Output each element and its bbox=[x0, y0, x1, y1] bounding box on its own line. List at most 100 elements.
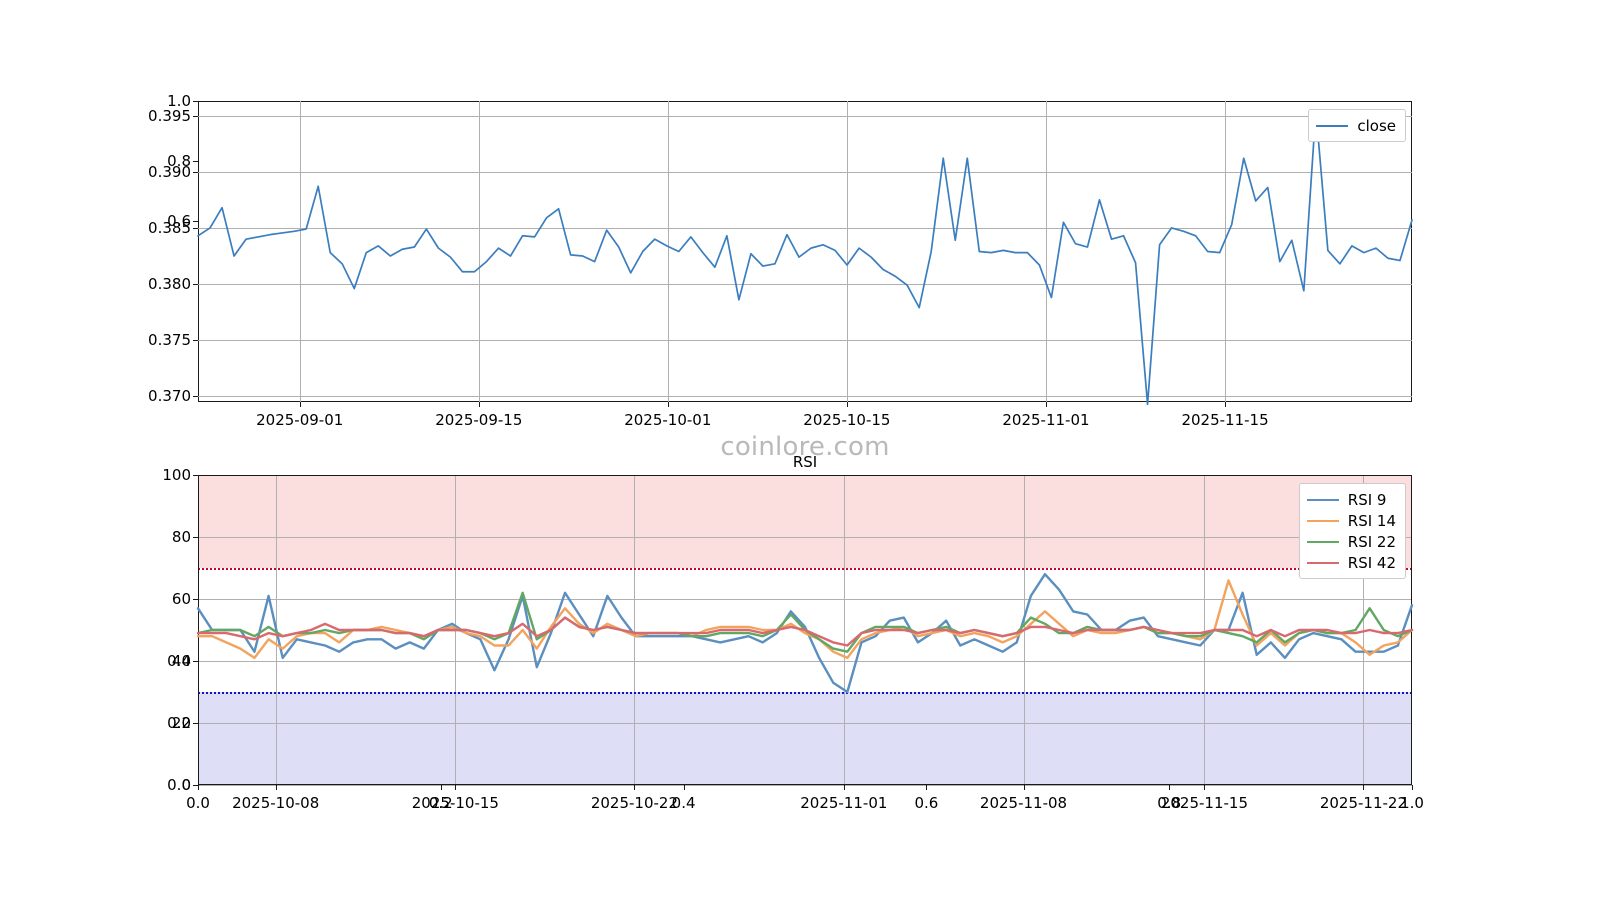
rsi-chart-panel: 0 20 40 60 80 100 0.4 0.2 0.0 2025-10-08 2025-10… bbox=[162, 466, 1424, 812]
rsi-line-rsi-9 bbox=[196, 572, 1414, 694]
gridline-horizontal bbox=[198, 284, 1412, 286]
rsi-y-tick-mark-default bbox=[193, 785, 198, 786]
rsi-x-tick-label: 2025-10-08 bbox=[232, 794, 320, 812]
rsi-y-tick-mark bbox=[193, 599, 198, 600]
legend-label: RSI 14 bbox=[1347, 511, 1396, 530]
price-y-tick-label: 0.395 bbox=[148, 106, 191, 125]
price-y-tick-mark-default bbox=[193, 161, 198, 163]
rsi-x-tick-label-default: 0.8 bbox=[1157, 794, 1182, 812]
price-y-tick-mark bbox=[193, 284, 198, 286]
legend-swatch bbox=[1306, 498, 1339, 501]
price-y-tick-label: 0.370 bbox=[148, 387, 191, 406]
overbought-band bbox=[198, 475, 1412, 568]
legend-label: RSI 42 bbox=[1347, 553, 1396, 572]
rsi-y-tick-label-default: 0.4 bbox=[167, 652, 191, 670]
gridline-horizontal bbox=[198, 723, 1412, 724]
rsi-x-tick-label: 2025-10-22 bbox=[590, 794, 679, 812]
price-x-tick-label: 2025-11-01 bbox=[1002, 411, 1090, 429]
rsi-y-tick-label: 80 bbox=[171, 528, 191, 546]
price-y-tick-label: 0.380 bbox=[148, 275, 191, 294]
gridline-horizontal bbox=[198, 115, 1412, 117]
oversold-threshold-line bbox=[198, 692, 1412, 694]
price-chart-panel: 0.370 0.375 0.380 0.385 0.390 0.395 1.0 0.8 0.6… bbox=[148, 92, 1413, 429]
rsi-legend[interactable]: RSI 9 RSI 14 RSI 22 RSI 42 bbox=[1298, 483, 1406, 579]
legend-swatch bbox=[1306, 540, 1339, 543]
rsi-x-tick-mark-default bbox=[440, 785, 442, 790]
gridline-horizontal bbox=[198, 171, 1412, 173]
gridline-vertical bbox=[1204, 475, 1206, 785]
rsi-y-tick-label: 40 bbox=[171, 652, 191, 670]
gridline-vertical bbox=[1225, 101, 1227, 402]
legend-item[interactable]: RSI 42 bbox=[1306, 552, 1396, 573]
price-y-tick-mark bbox=[193, 227, 198, 229]
price-legend[interactable]: close bbox=[1308, 109, 1406, 142]
legend-swatch bbox=[1306, 561, 1339, 564]
price-y-tick-label-default: 1.0 bbox=[167, 92, 191, 110]
price-y-tick-mark bbox=[193, 171, 198, 173]
rsi-x-tick-label: 2025-11-08 bbox=[979, 794, 1068, 812]
legend-swatch bbox=[1316, 124, 1349, 127]
price-y-tick-mark bbox=[193, 396, 198, 398]
gridline-vertical bbox=[478, 101, 480, 402]
rsi-y-tick-label-default: 0.0 bbox=[167, 776, 191, 794]
rsi-x-tick-label: 2025-11-15 bbox=[1160, 794, 1248, 812]
rsi-x-tick-mark bbox=[275, 785, 277, 790]
rsi-x-tick-mark-default bbox=[1412, 785, 1413, 790]
legend-label: RSI 9 bbox=[1347, 490, 1387, 509]
price-x-tick-label: 2025-10-01 bbox=[624, 411, 712, 429]
price-y-tick-mark bbox=[193, 115, 198, 117]
watermark: coinlore.com bbox=[720, 432, 890, 462]
rsi-y-tick-label: 60 bbox=[171, 590, 191, 608]
rsi-line-rsi-14 bbox=[196, 579, 1414, 660]
rsi-x-tick-mark bbox=[843, 785, 845, 790]
gridline-horizontal bbox=[198, 785, 1412, 786]
price-y-tick-label: 0.385 bbox=[148, 218, 191, 237]
rsi-line-rsi-42 bbox=[196, 616, 1414, 647]
rsi-x-tick-label-default: 0.0 bbox=[186, 794, 210, 812]
gridline-vertical bbox=[667, 101, 669, 402]
rsi-line-rsi-22 bbox=[196, 591, 1414, 653]
rsi-y-tick-label: 20 bbox=[171, 714, 191, 732]
price-y-tick-mark-default bbox=[193, 221, 198, 223]
gridline-horizontal bbox=[198, 661, 1412, 662]
rsi-x-tick-mark bbox=[1204, 785, 1206, 790]
price-y-tick-label: 0.375 bbox=[148, 331, 191, 350]
price-x-tick-label: 2025-10-15 bbox=[803, 411, 891, 429]
rsi-x-tick-label-default: 1.0 bbox=[1400, 794, 1424, 812]
overbought-threshold-line bbox=[198, 568, 1412, 570]
rsi-x-tick-label: 2025-11-22 bbox=[1319, 794, 1408, 812]
gridline-horizontal bbox=[198, 599, 1412, 600]
price-x-tick-label: 2025-09-15 bbox=[435, 411, 523, 429]
rsi-y-tick-label-default: 0.2 bbox=[167, 714, 191, 732]
rsi-x-tick-mark bbox=[1363, 785, 1365, 790]
price-x-tick-label: 2025-09-01 bbox=[256, 411, 344, 429]
rsi-x-tick-label-default: 0.6 bbox=[914, 794, 939, 812]
price-x-tick-mark bbox=[1225, 402, 1227, 407]
price-x-tick-mark bbox=[299, 402, 301, 407]
legend-item[interactable]: RSI 14 bbox=[1306, 510, 1396, 531]
gridline-vertical bbox=[1045, 101, 1047, 402]
legend-item[interactable]: close bbox=[1316, 115, 1396, 136]
rsi-y-tick-mark-default bbox=[193, 661, 198, 662]
rsi-y-tick-label: 0 bbox=[181, 776, 191, 794]
rsi-x-tick-mark bbox=[1023, 785, 1025, 790]
rsi-x-tick-mark-default bbox=[683, 785, 685, 790]
rsi-x-tick-label-default: 0.2 bbox=[428, 794, 453, 812]
gridline-horizontal bbox=[198, 537, 1412, 538]
legend-item[interactable]: RSI 22 bbox=[1306, 531, 1396, 552]
rsi-y-tick-mark bbox=[193, 475, 198, 476]
oversold-band bbox=[198, 692, 1412, 785]
gridline-vertical bbox=[846, 101, 848, 402]
legend-label: RSI 22 bbox=[1347, 532, 1396, 551]
price-x-tick-mark bbox=[846, 402, 848, 407]
price-line-close bbox=[197, 109, 1413, 406]
legend-item[interactable]: RSI 9 bbox=[1306, 489, 1396, 510]
price-y-tick-label-default: 0.6 bbox=[167, 212, 191, 231]
price-y-tick-label: 0.390 bbox=[148, 162, 191, 181]
legend-label: close bbox=[1357, 116, 1396, 135]
price-y-tick-label-default: 0.8 bbox=[167, 152, 191, 171]
rsi-y-tick-mark bbox=[193, 537, 198, 538]
price-x-tick-mark bbox=[667, 402, 669, 407]
gridline-vertical bbox=[1363, 475, 1365, 785]
